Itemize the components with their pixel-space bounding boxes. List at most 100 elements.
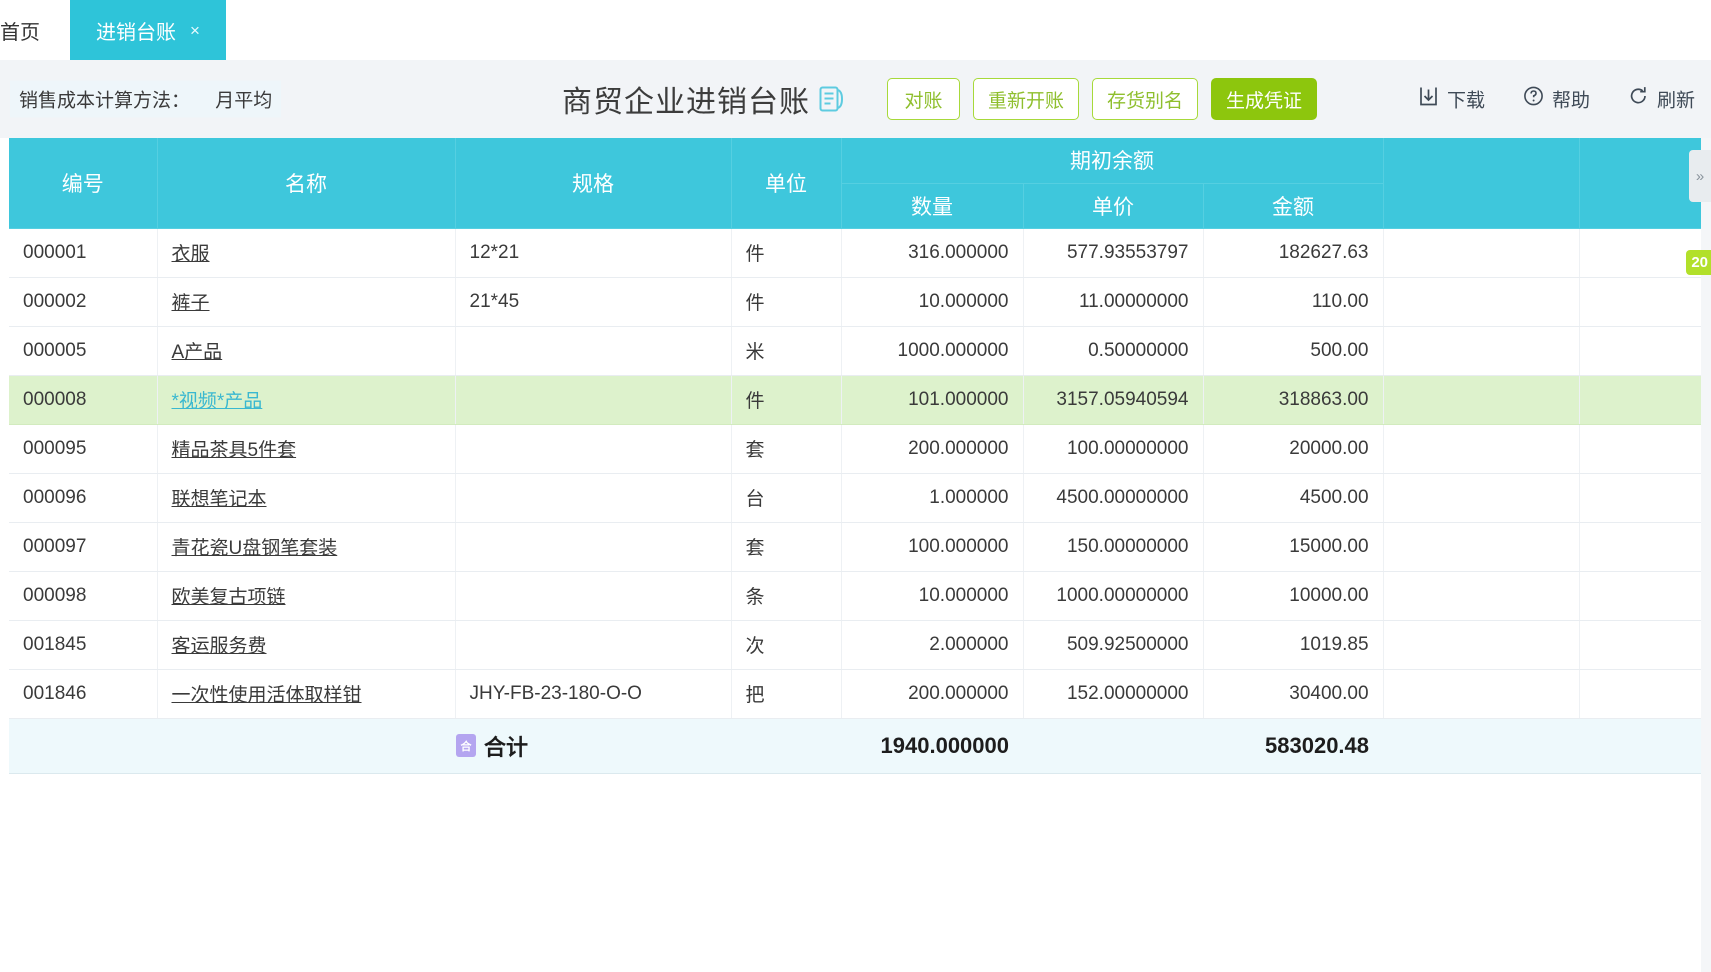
cell-amount: 15000.00 [1203, 522, 1384, 572]
cell-qty: 1000.000000 [841, 326, 1024, 376]
cell-filler [1579, 424, 1710, 474]
product-name-link[interactable]: 精品茶具5件套 [171, 440, 297, 461]
action-button-group: 对账 重新开账 存货别名 生成凭证 [887, 78, 1318, 120]
col-header-unit[interactable]: 单位 [731, 138, 842, 229]
cell-qty: 316.000000 [841, 228, 1024, 278]
table-row[interactable]: 001846 一次性使用活体取样钳 JHY-FB-23-180-O-O 把 200.00… [9, 669, 1710, 719]
cell-amount: 30400.00 [1203, 669, 1384, 719]
cell-qty: 100.000000 [841, 522, 1024, 572]
cell-price: 150.00000000 [1023, 522, 1204, 572]
generate-voucher-button[interactable]: 生成凭证 [1211, 78, 1318, 120]
table-row[interactable]: 000002 裤子 21*45 件 10.000000 11.00000000 110.00 [9, 277, 1710, 327]
col-header-name[interactable]: 名称 [157, 138, 456, 229]
cell-unit: 套 [731, 424, 842, 474]
refresh-label: 刷新 [1656, 90, 1695, 112]
cell-filler [1579, 473, 1710, 523]
product-name-link[interactable]: 衣服 [171, 244, 210, 265]
product-name-link[interactable]: A产品 [171, 342, 223, 363]
cell-spec [455, 473, 732, 523]
cell-unit: 条 [731, 571, 842, 621]
help-circle-icon [1523, 86, 1544, 113]
col-header-price[interactable]: 单价 [1023, 183, 1204, 229]
cell-amount: 318863.00 [1203, 375, 1384, 425]
download-label: 下载 [1446, 90, 1485, 112]
col-header-spec[interactable]: 规格 [455, 138, 732, 229]
cell-code: 000097 [9, 522, 158, 572]
product-name-link[interactable]: 欧美复古项链 [171, 587, 286, 608]
page-toolbar: 销售成本计算方法： 月平均 商贸企业进销台账 对账 重新开账 存货别名 生成凭证 [0, 60, 1711, 138]
cell-filler [1579, 326, 1710, 376]
col-header-amount[interactable]: 金额 [1203, 183, 1384, 229]
page-title-wrap: 商贸企业进销台账 [562, 77, 845, 121]
refresh-link[interactable]: 刷新 [1628, 86, 1695, 113]
totals-cell-filler [1579, 718, 1710, 774]
close-icon[interactable]: × [190, 20, 200, 40]
reopen-account-button[interactable]: 重新开账 [973, 78, 1080, 120]
cell-spec [455, 571, 732, 621]
reconcile-button[interactable]: 对账 [887, 78, 960, 120]
download-link[interactable]: 下载 [1418, 86, 1485, 113]
cell-name: 一次性使用活体取样钳 [157, 669, 456, 719]
inventory-alias-button[interactable]: 存货别名 [1092, 78, 1199, 120]
tab-jinxiaotaizhang[interactable]: 进销台账 × [70, 0, 226, 60]
document-icon[interactable] [819, 85, 845, 113]
cell-qty: 200.000000 [841, 424, 1024, 474]
cell-price: 100.00000000 [1023, 424, 1204, 474]
cell-spec: JHY-FB-23-180-O-O [455, 669, 732, 719]
cell-qty: 10.000000 [841, 277, 1024, 327]
table-row[interactable]: 000005 A产品 米 1000.000000 0.50000000 500.00 [9, 326, 1710, 376]
totals-row: 合合计 1940.000000 583020.48 [9, 718, 1710, 774]
table-row[interactable]: 000098 欧美复古项链 条 10.000000 1000.00000000 10000… [9, 571, 1710, 621]
cell-unit: 件 [731, 375, 842, 425]
cell-unit: 件 [731, 228, 842, 278]
floating-count-badge[interactable]: 20 [1686, 250, 1711, 275]
product-name-link[interactable]: 客运服务费 [171, 636, 267, 657]
ledger-table-body: 000001 衣服 12*21 件 316.000000 577.93553797 1826… [9, 228, 1710, 774]
cell-qty-next [1383, 669, 1580, 719]
table-row[interactable]: 000095 精品茶具5件套 套 200.000000 100.00000000 2000… [9, 424, 1710, 474]
table-row[interactable]: 000096 联想笔记本 台 1.000000 4500.00000000 4500.00 [9, 473, 1710, 523]
cell-unit: 件 [731, 277, 842, 327]
table-row[interactable]: 001845 客运服务费 次 2.000000 509.92500000 1019.85 [9, 620, 1710, 670]
help-link[interactable]: 帮助 [1523, 86, 1590, 113]
cell-unit: 套 [731, 522, 842, 572]
col-header-code[interactable]: 编号 [9, 138, 158, 229]
cell-price: 1000.00000000 [1023, 571, 1204, 621]
cell-qty: 10.000000 [841, 571, 1024, 621]
cell-code: 001846 [9, 669, 158, 719]
cell-code: 001845 [9, 620, 158, 670]
product-name-link[interactable]: *视频*产品 [171, 391, 263, 412]
ledger-table-area: » 20 编号 名称 规格 单位 期初余额 数量 [0, 138, 1711, 972]
cell-amount: 500.00 [1203, 326, 1384, 376]
cell-price: 577.93553797 [1023, 228, 1204, 278]
product-name-link[interactable]: 裤子 [171, 293, 210, 314]
cell-amount: 4500.00 [1203, 473, 1384, 523]
table-row[interactable]: 000001 衣服 12*21 件 316.000000 577.93553797 1826… [9, 228, 1710, 278]
cell-amount: 20000.00 [1203, 424, 1384, 474]
product-name-link[interactable]: 青花瓷U盘钢笔套装 [171, 538, 338, 559]
header-row-bottom: 数量 单价 金额 [9, 183, 1709, 229]
toolbar-icon-links: 下载 帮助 刷新 [1418, 86, 1695, 113]
cell-qty: 1.000000 [841, 473, 1024, 523]
cell-name: *视频*产品 [157, 375, 456, 425]
header-row-top: 编号 名称 规格 单位 期初余额 [9, 138, 1710, 229]
cell-qty: 200.000000 [841, 669, 1024, 719]
cell-name: 精品茶具5件套 [157, 424, 456, 474]
panel-collapse-handle[interactable]: » [1689, 150, 1711, 202]
table-row[interactable]: 000097 青花瓷U盘钢笔套装 套 100.000000 150.00000000 15… [9, 522, 1710, 572]
tab-home[interactable]: 首页 [0, 0, 70, 60]
cell-name: 裤子 [157, 277, 456, 327]
cell-amount: 182627.63 [1203, 228, 1384, 278]
totals-qty-next [1383, 718, 1580, 774]
product-name-link[interactable]: 联想笔记本 [171, 489, 267, 510]
cell-unit: 台 [731, 473, 842, 523]
cell-spec [455, 424, 732, 474]
cell-spec: 21*45 [455, 277, 732, 327]
table-row[interactable]: 000008 *视频*产品 件 101.000000 3157.05940594 3188… [9, 375, 1710, 425]
page-title: 商贸企业进销台账 [562, 86, 810, 119]
col-header-qty-next[interactable] [1383, 138, 1580, 229]
tab-home-label: 首页 [0, 21, 40, 44]
product-name-link[interactable]: 一次性使用活体取样钳 [171, 685, 362, 706]
cost-calc-method: 销售成本计算方法： 月平均 [10, 80, 282, 118]
col-header-qty[interactable]: 数量 [841, 183, 1024, 229]
